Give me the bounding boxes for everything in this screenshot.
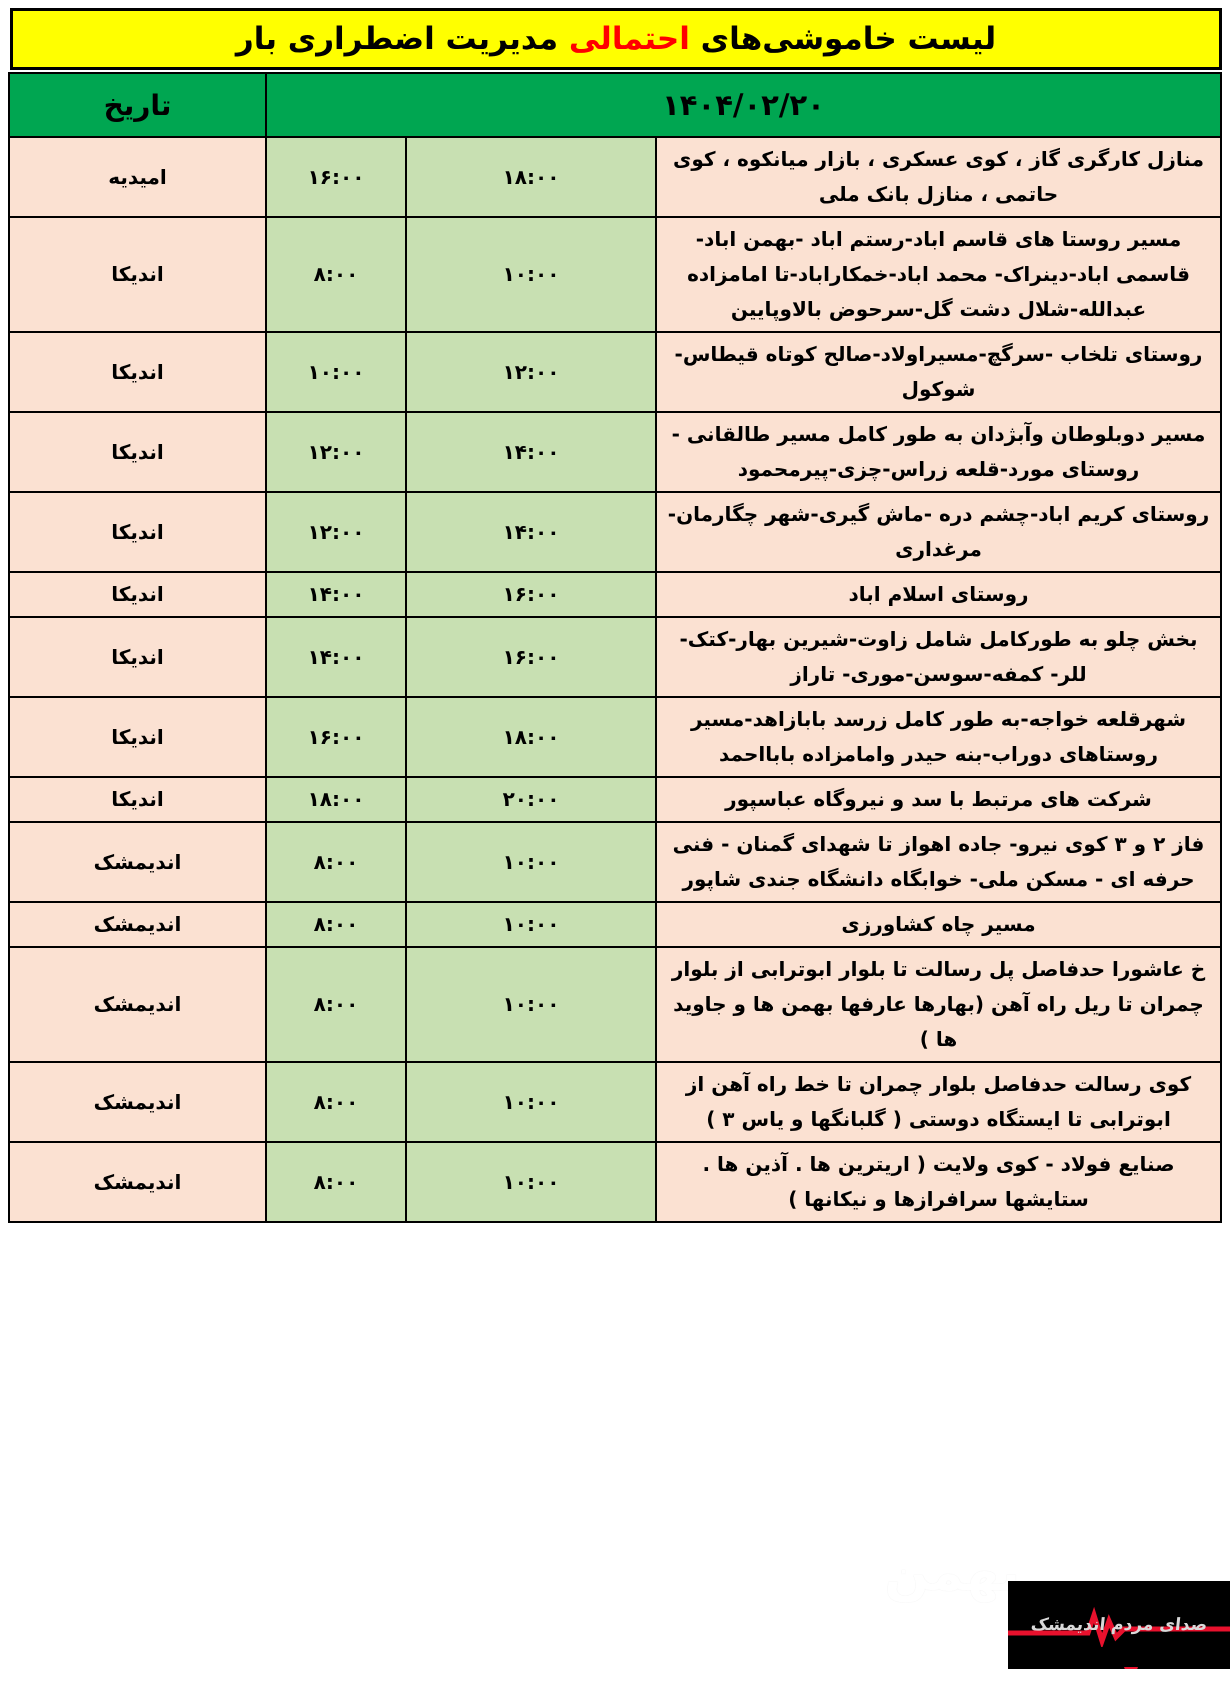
heartbeat-pulse-icon <box>1008 1607 1230 1647</box>
cell-start-time: ۸:۰۰ <box>264 216 408 333</box>
cell-end-time: ۱۰:۰۰ <box>405 1141 657 1223</box>
cell-description: مسیر چاه کشاورزی <box>655 901 1222 948</box>
cell-city: اندیمشک <box>7 1061 267 1143</box>
cell-description: مسیر دوبلوطان وآبژدان به طور کامل مسیر ط… <box>655 411 1222 493</box>
cell-end-time: ۱۰:۰۰ <box>405 216 657 333</box>
cell-description: صنایع فولاد - کوی ولایت ( اریترین ها . آ… <box>655 1141 1222 1223</box>
cell-end-time: ۱۰:۰۰ <box>405 1061 657 1143</box>
watermark-text: بهمن <box>884 1543 1020 1603</box>
cell-description: بخش چلو به طورکامل شامل زاوت-شیرین بهار-… <box>655 616 1222 698</box>
cell-description: منازل کارگری گاز ، کوی عسکری ، بازار میا… <box>655 136 1222 218</box>
table-row: فاز ۲ و ۳ کوی نیرو- جاده اهواز تا شهدای … <box>7 821 1222 903</box>
cell-description: شرکت های مرتبط با سد و نیروگاه عباسپور <box>655 776 1222 823</box>
cell-description: خ عاشورا حدفاصل پل رسالت تا بلوار ابوترا… <box>655 946 1222 1063</box>
table-row: منازل کارگری گاز ، کوی عسکری ، بازار میا… <box>7 136 1222 218</box>
cell-city: اندیکا <box>7 696 267 778</box>
cell-city: اندیکا <box>7 331 267 413</box>
cell-end-time: ۱۰:۰۰ <box>405 901 657 948</box>
cell-start-time: ۱۰:۰۰ <box>264 331 408 413</box>
cell-start-time: ۱۶:۰۰ <box>264 136 408 218</box>
cell-end-time: ۲۰:۰۰ <box>405 776 657 823</box>
cell-start-time: ۸:۰۰ <box>264 1141 408 1223</box>
cell-city: اندیکا <box>7 411 267 493</box>
table-row: شرکت های مرتبط با سد و نیروگاه عباسپور ۲۰… <box>7 776 1222 823</box>
cell-start-time: ۱۲:۰۰ <box>264 411 408 493</box>
cell-description: روستای تلخاب -سرگچ-مسیراولاد-صالح کوتاه … <box>655 331 1222 413</box>
cell-end-time: ۱۸:۰۰ <box>405 696 657 778</box>
cell-description: روستای کریم اباد-چشم دره -ماش گیری-شهر چ… <box>655 491 1222 573</box>
cell-end-time: ۱۰:۰۰ <box>405 946 657 1063</box>
cell-city: اندیمشک <box>7 821 267 903</box>
cell-start-time: ۱۴:۰۰ <box>264 571 408 618</box>
cell-start-time: ۱۶:۰۰ <box>264 696 408 778</box>
cell-start-time: ۱۴:۰۰ <box>264 616 408 698</box>
cell-end-time: ۱۶:۰۰ <box>405 571 657 618</box>
cell-end-time: ۱۶:۰۰ <box>405 616 657 698</box>
cell-end-time: ۱۴:۰۰ <box>405 491 657 573</box>
cell-city: اندیکا <box>7 616 267 698</box>
page-title-highlight: احتمالی <box>568 20 690 57</box>
cell-end-time: ۱۴:۰۰ <box>405 411 657 493</box>
cell-city: اندیکا <box>7 571 267 618</box>
cell-description: مسیر روستا های قاسم اباد-رستم اباد -بهمن… <box>655 216 1222 333</box>
table-row: مسیر روستا های قاسم اباد-رستم اباد -بهمن… <box>7 216 1222 333</box>
cell-city: اندیکا <box>7 491 267 573</box>
table-header-row: ۱۴۰۴/۰۲/۲۰ تاریخ <box>7 72 1223 138</box>
logo-script-text: صدای مردم اندیمشک <box>1029 1615 1209 1635</box>
table-row: صنایع فولاد - کوی ولایت ( اریترین ها . آ… <box>7 1141 1222 1223</box>
cell-end-time: ۱۸:۰۰ <box>405 136 657 218</box>
cell-city: اندیکا <box>7 216 267 333</box>
cell-description: شهرقلعه خواجه-به طور کامل زرسد بابازاهد-… <box>655 696 1222 778</box>
page-title-suffix: مدیریت اضطراری بار <box>235 20 569 57</box>
cell-description: روستای اسلام اباد <box>655 571 1222 618</box>
page-title-banner: لیست خاموشی‌های احتمالی مدیریت اضطراری ب… <box>10 8 1222 70</box>
table-row: کوی رسالت حدفاصل بلوار چمران تا خط راه آ… <box>7 1061 1222 1143</box>
logo-pointer-icon <box>1124 1667 1138 1669</box>
cell-start-time: ۱۸:۰۰ <box>264 776 408 823</box>
cell-end-time: ۱۰:۰۰ <box>405 821 657 903</box>
table-row: روستای تلخاب -سرگچ-مسیراولاد-صالح کوتاه … <box>7 331 1222 413</box>
cell-city: اندیمشک <box>7 901 267 948</box>
table-body: منازل کارگری گاز ، کوی عسکری ، بازار میا… <box>7 136 1222 1223</box>
header-date-label: تاریخ <box>7 72 267 138</box>
cell-description: کوی رسالت حدفاصل بلوار چمران تا خط راه آ… <box>655 1061 1222 1143</box>
outage-table: ۱۴۰۴/۰۲/۲۰ تاریخ منازل کارگری گاز ، کوی … <box>7 72 1223 1223</box>
cell-city: اندیکا <box>7 776 267 823</box>
table-row: مسیر دوبلوطان وآبژدان به طور کامل مسیر ط… <box>7 411 1222 493</box>
cell-end-time: ۱۲:۰۰ <box>405 331 657 413</box>
cell-start-time: ۸:۰۰ <box>264 946 408 1063</box>
table-row: شهرقلعه خواجه-به طور کامل زرسد بابازاهد-… <box>7 696 1222 778</box>
cell-description: فاز ۲ و ۳ کوی نیرو- جاده اهواز تا شهدای … <box>655 821 1222 903</box>
publisher-logo: صدای مردم اندیمشک <box>1008 1581 1230 1669</box>
table-row: روستای اسلام اباد ۱۶:۰۰ ۱۴:۰۰ اندیکا <box>7 571 1222 618</box>
header-date-value: ۱۴۰۴/۰۲/۲۰ <box>264 72 1223 138</box>
table-row: روستای کریم اباد-چشم دره -ماش گیری-شهر چ… <box>7 491 1222 573</box>
cell-start-time: ۱۲:۰۰ <box>264 491 408 573</box>
page-title-prefix: لیست خاموشی‌های <box>689 20 997 57</box>
table-row: بخش چلو به طورکامل شامل زاوت-شیرین بهار-… <box>7 616 1222 698</box>
cell-start-time: ۸:۰۰ <box>264 821 408 903</box>
cell-city: امیدیه <box>7 136 267 218</box>
page-title: لیست خاموشی‌های احتمالی مدیریت اضطراری ب… <box>235 20 997 57</box>
cell-city: اندیمشک <box>7 1141 267 1223</box>
cell-city: اندیمشک <box>7 946 267 1063</box>
table-row: مسیر چاه کشاورزی ۱۰:۰۰ ۸:۰۰ اندیمشک <box>7 901 1222 948</box>
cell-start-time: ۸:۰۰ <box>264 901 408 948</box>
cell-start-time: ۸:۰۰ <box>264 1061 408 1143</box>
table-row: خ عاشورا حدفاصل پل رسالت تا بلوار ابوترا… <box>7 946 1222 1063</box>
